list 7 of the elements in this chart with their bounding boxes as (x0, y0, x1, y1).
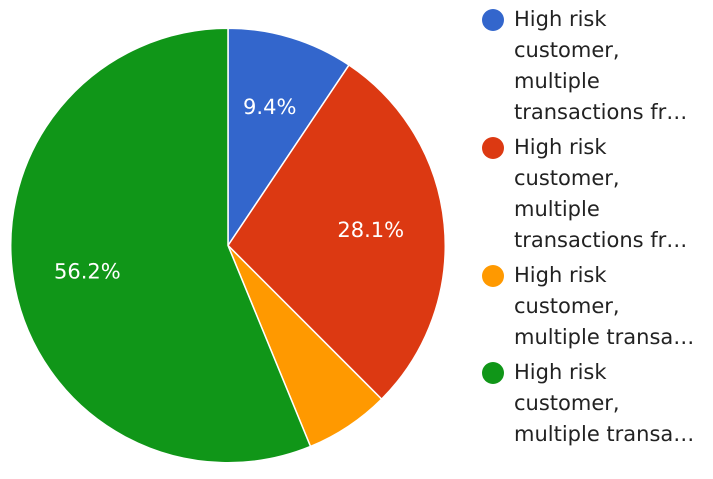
legend-label: High risk customer, multiple transactions fr… (514, 6, 688, 126)
legend-label: High risk customer, multiple transa… (514, 359, 696, 448)
data-label: 9.4% (243, 94, 296, 119)
data-label: 28.1% (337, 218, 404, 242)
legend-label: High risk customer, multiple transactions fr… (514, 134, 688, 254)
legend-label: High risk customer, multiple transa… (514, 262, 696, 351)
data-label: 56.2% (54, 260, 121, 284)
